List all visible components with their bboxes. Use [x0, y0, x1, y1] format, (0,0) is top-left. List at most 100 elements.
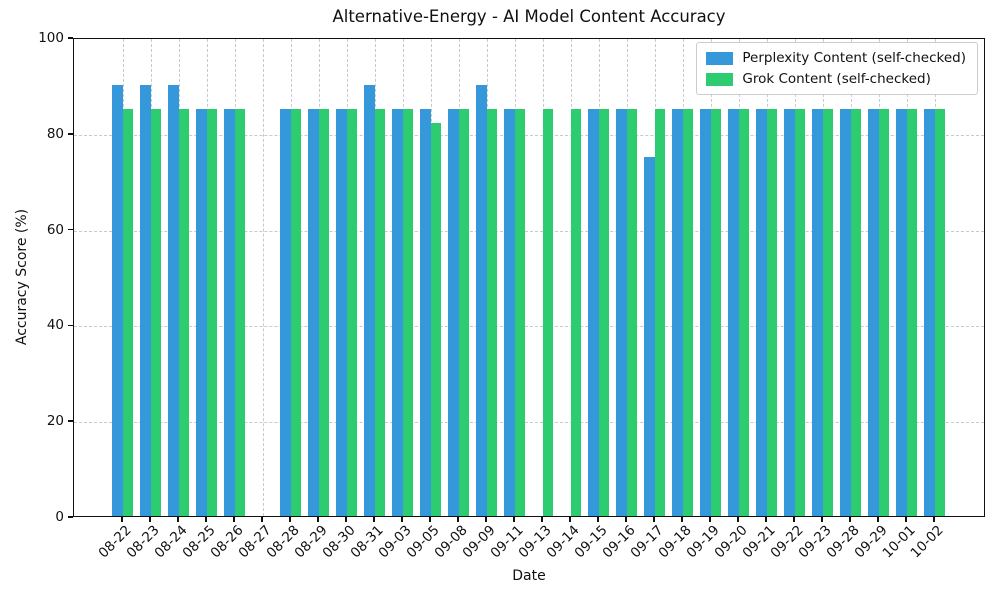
bar-perplexity-09-18 [672, 108, 683, 516]
legend-swatch-grok [706, 72, 734, 86]
bar-grok-08-30 [346, 108, 357, 516]
y-tick-mark [68, 228, 73, 231]
y-tick-label: 0 [55, 509, 64, 525]
y-tick-label: 60 [46, 221, 64, 238]
bar-perplexity-08-22 [112, 84, 123, 516]
x-tick-mark [877, 517, 879, 522]
x-tick-mark [569, 517, 571, 522]
y-tick-label: 100 [38, 30, 64, 46]
bar-perplexity-09-09 [476, 84, 487, 516]
bar-grok-08-28 [290, 108, 301, 516]
bar-grok-08-29 [318, 108, 329, 516]
legend-item-perplexity: Perplexity Content (self-checked) [706, 50, 966, 66]
bar-perplexity-09-28 [840, 108, 851, 516]
x-tick-mark [821, 517, 823, 522]
bar-grok-09-20 [738, 108, 749, 516]
x-tick-mark [513, 517, 515, 522]
bar-grok-08-23 [150, 108, 161, 516]
x-tick-mark [261, 517, 263, 522]
bar-grok-09-28 [850, 108, 861, 516]
gridline-h [74, 326, 984, 328]
bar-perplexity-08-24 [168, 84, 179, 516]
x-tick-mark [765, 517, 767, 522]
x-tick-mark [149, 517, 151, 522]
bar-perplexity-10-02 [924, 108, 935, 516]
x-tick-mark [933, 517, 935, 522]
x-tick-mark [317, 517, 319, 522]
bar-perplexity-08-26 [224, 108, 235, 516]
bar-grok-08-24 [178, 108, 189, 516]
bar-grok-10-02 [934, 108, 945, 516]
bar-grok-09-18 [682, 108, 693, 516]
bar-perplexity-10-01 [896, 108, 907, 516]
bar-perplexity-09-16 [616, 108, 627, 516]
x-tick-mark [681, 517, 683, 522]
bar-grok-09-14 [570, 108, 581, 516]
bar-grok-08-31 [374, 108, 385, 516]
bar-perplexity-09-20 [728, 108, 739, 516]
bar-grok-09-16 [626, 108, 637, 516]
bar-perplexity-09-19 [700, 108, 711, 516]
bar-perplexity-08-28 [280, 108, 291, 516]
bar-perplexity-08-30 [336, 108, 347, 516]
bar-grok-09-19 [710, 108, 721, 516]
x-tick-mark [485, 517, 487, 522]
bar-perplexity-08-31 [364, 84, 375, 516]
bar-perplexity-08-25 [196, 108, 207, 516]
bar-grok-09-15 [598, 108, 609, 516]
bar-grok-09-21 [766, 108, 777, 516]
bar-perplexity-09-08 [448, 108, 459, 516]
bar-grok-09-05 [430, 123, 441, 516]
x-tick-mark [233, 517, 235, 522]
bar-perplexity-09-21 [756, 108, 767, 516]
bar-grok-08-22 [122, 108, 133, 516]
x-tick-mark [905, 517, 907, 522]
legend: Perplexity Content (self-checked) Grok C… [696, 42, 978, 95]
legend-swatch-perplexity [706, 51, 734, 65]
bar-grok-09-03 [402, 108, 413, 516]
chart-title: Alternative-Energy - AI Model Content Ac… [332, 7, 726, 26]
bar-perplexity-09-17 [644, 156, 655, 516]
x-tick-mark [457, 517, 459, 522]
y-tick-label: 20 [46, 413, 64, 430]
x-tick-mark [597, 517, 599, 522]
bar-perplexity-09-29 [868, 108, 879, 516]
bar-grok-09-09 [486, 108, 497, 516]
x-tick-mark [373, 517, 375, 522]
gridline-h [74, 422, 984, 424]
bar-grok-09-08 [458, 108, 469, 516]
bar-grok-09-29 [878, 108, 889, 516]
bar-grok-08-25 [206, 108, 217, 516]
bar-grok-09-11 [514, 108, 525, 516]
y-tick-label: 80 [46, 125, 64, 142]
bar-perplexity-09-22 [784, 108, 795, 516]
legend-label-perplexity: Perplexity Content (self-checked) [742, 50, 966, 66]
bar-perplexity-08-23 [140, 84, 151, 516]
bar-grok-09-22 [794, 108, 805, 516]
x-tick-mark [653, 517, 655, 522]
x-tick-mark [345, 517, 347, 522]
x-tick-mark [541, 517, 543, 522]
gridline-h [74, 230, 984, 232]
bar-grok-09-23 [822, 108, 833, 516]
x-tick-mark [205, 517, 207, 522]
bar-grok-10-01 [906, 108, 917, 516]
bar-grok-09-13 [542, 108, 553, 516]
x-tick-mark [401, 517, 403, 522]
bar-perplexity-09-23 [812, 108, 823, 516]
y-tick-mark [68, 324, 73, 327]
x-tick-mark [737, 517, 739, 522]
x-tick-mark [793, 517, 795, 522]
x-tick-mark [849, 517, 851, 522]
bar-perplexity-09-15 [588, 108, 599, 516]
y-tick-mark [68, 133, 73, 135]
x-tick-mark [709, 517, 711, 522]
bar-perplexity-09-03 [392, 108, 403, 516]
x-tick-mark [625, 517, 627, 522]
bar-perplexity-08-29 [308, 108, 319, 516]
gridline-v [262, 39, 264, 516]
y-tick-mark [68, 516, 73, 518]
x-tick-mark [177, 517, 179, 522]
x-tick-mark [429, 517, 431, 522]
